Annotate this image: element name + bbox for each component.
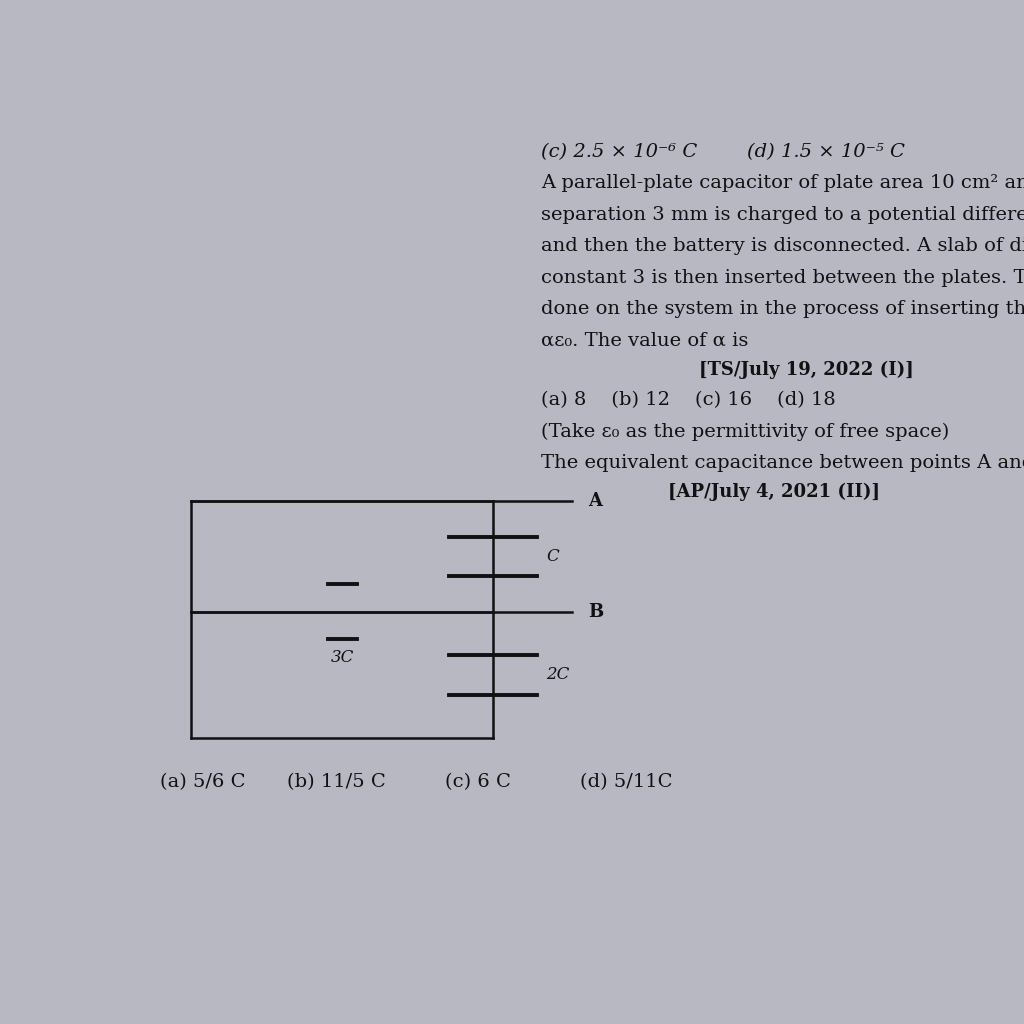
Text: [TS/July 19, 2022 (I)]: [TS/July 19, 2022 (I)] <box>699 361 914 379</box>
Text: C: C <box>546 548 559 565</box>
Text: A parallel-plate capacitor of plate area 10 cm² and plate: A parallel-plate capacitor of plate area… <box>541 174 1024 193</box>
Text: and then the battery is disconnected. A slab of dielectric: and then the battery is disconnected. A … <box>541 238 1024 255</box>
Text: constant 3 is then inserted between the plates. The work: constant 3 is then inserted between the … <box>541 268 1024 287</box>
Text: [AP/July 4, 2021 (II)]: [AP/July 4, 2021 (II)] <box>668 483 880 502</box>
Text: The equivalent capacitance between points A and B is: The equivalent capacitance between point… <box>541 454 1024 472</box>
Text: separation 3 mm is charged to a potential difference 12V: separation 3 mm is charged to a potentia… <box>541 206 1024 223</box>
Text: 2C: 2C <box>546 667 569 683</box>
Text: αε₀. The value of α is: αε₀. The value of α is <box>541 332 749 350</box>
Text: done on the system in the process of inserting the slab is: done on the system in the process of ins… <box>541 300 1024 318</box>
Text: (a) 8    (b) 12    (c) 16    (d) 18: (a) 8 (b) 12 (c) 16 (d) 18 <box>541 391 836 409</box>
Text: B: B <box>588 603 603 621</box>
Text: (d) 5/11C: (d) 5/11C <box>581 773 673 792</box>
Text: A: A <box>588 493 602 510</box>
Text: 3C: 3C <box>331 649 354 666</box>
Text: (c) 2.5 × 10⁻⁶ C: (c) 2.5 × 10⁻⁶ C <box>541 142 697 161</box>
Text: (b) 11/5 C: (b) 11/5 C <box>287 773 385 792</box>
Text: (c) 6 C: (c) 6 C <box>445 773 511 792</box>
Text: (d) 1.5 × 10⁻⁵ C: (d) 1.5 × 10⁻⁵ C <box>748 142 905 161</box>
Text: (Take ε₀ as the permittivity of free space): (Take ε₀ as the permittivity of free spa… <box>541 423 949 440</box>
Text: (a) 5/6 C: (a) 5/6 C <box>160 773 245 792</box>
